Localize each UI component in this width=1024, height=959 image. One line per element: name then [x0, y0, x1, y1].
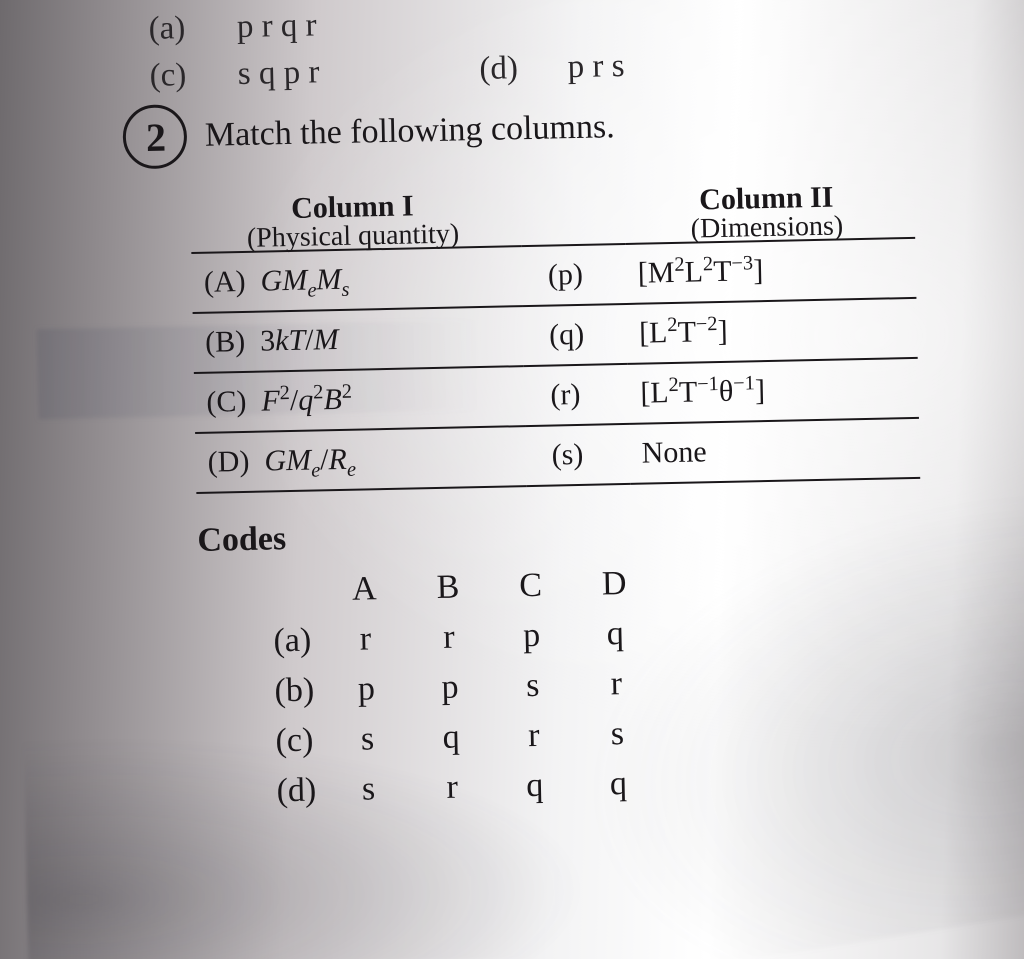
prev-options-row: (c) s q p r (d) p r s — [149, 40, 1006, 95]
question-row: 2 Match the following columns. — [122, 87, 1007, 169]
question-number-circle: 2 — [122, 104, 187, 169]
dimension-cell: [M2L2T−3] — [625, 238, 916, 304]
codes-option-value: q — [409, 712, 493, 764]
codes-option-label: (c) — [245, 715, 326, 767]
prev-opt-c-lead: (c) — [149, 56, 230, 95]
prev-option-c: (c) s q p r — [149, 54, 320, 95]
physical-quantity-cell: (D) GMe/Re — [195, 426, 526, 493]
codes-option-label: (d) — [246, 765, 327, 817]
codes-header: C — [489, 560, 573, 612]
dimension-cell: [L2T−1θ−1] — [628, 358, 919, 424]
codes-option-value: r — [574, 658, 660, 710]
codes-grid: ABCD (a)rrpq(b)ppsr(c)sqrs(d)srqq — [242, 551, 1021, 817]
physical-quantity-cell: (B) 3kT/M — [193, 306, 524, 373]
physical-quantity-cell: (A) GMeMs — [191, 246, 522, 313]
codes-option-row: (a)rrpq — [243, 608, 658, 667]
prev-opt-d-lead: (d) — [479, 49, 560, 88]
codes-header-row: ABCD — [242, 558, 657, 617]
codes-option-label: (b) — [244, 665, 325, 717]
prev-opt-d-letters: p r s — [567, 48, 625, 85]
physical-quantity-cell: (C) F2/q2B2 — [194, 366, 525, 433]
prev-opt-c-letters: s q p r — [237, 54, 319, 92]
dimension-label-cell: (r) — [524, 364, 629, 426]
codes-header: D — [571, 558, 657, 610]
col2-spacer — [520, 173, 625, 233]
match-tbody: (A) GMeMs(p)[M2L2T−3] (B) 3kT/M(q)[L2T−2]… — [191, 238, 920, 493]
codes-option-row: (b)ppsr — [244, 658, 659, 717]
codes-header: A — [322, 564, 408, 616]
codes-option-value: p — [408, 662, 492, 714]
question-stem: Match the following columns. — [204, 108, 615, 155]
codes-option-row: (d)srqq — [246, 758, 661, 817]
dimension-label-cell: (p) — [521, 244, 626, 306]
dimension-cell: [L2T−2] — [627, 298, 918, 364]
codes-option-value: q — [572, 608, 658, 660]
codes-option-value: r — [407, 612, 491, 664]
codes-option-value: q — [576, 758, 662, 810]
page-content: (a) p r q r (c) s q p r (d) p r s 2 Matc… — [120, 0, 1021, 819]
codes-option-value: s — [326, 764, 412, 816]
codes-header-blank — [242, 565, 323, 617]
codes-option-value: r — [410, 762, 494, 814]
codes-option-value: r — [492, 710, 576, 762]
dimension-label-cell: (s) — [525, 424, 630, 486]
codes-option-value: q — [493, 760, 577, 812]
codes-option-row: (c)sqrs — [245, 708, 660, 767]
codes-label: Codes — [197, 505, 1016, 560]
question-number: 2 — [145, 113, 164, 160]
codes-option-value: s — [325, 714, 411, 766]
codes-option-value: r — [323, 614, 409, 666]
codes-option-value: p — [324, 664, 410, 716]
dimension-cell: None — [629, 418, 920, 484]
codes-option-value: s — [575, 708, 661, 760]
match-table: Column I Column II (Physical quantity) (… — [190, 167, 920, 494]
codes-option-value: s — [491, 660, 575, 712]
codes-option-label: (a) — [243, 615, 324, 667]
dimension-label-cell: (q) — [523, 304, 628, 366]
prev-option-d: (d) p r s — [479, 48, 625, 88]
prev-opt-a-lead: (a) — [148, 9, 229, 48]
codes-option-value: p — [490, 610, 574, 662]
prev-option-a: (a) p r q r — [148, 7, 317, 48]
prev-options-row-top: (a) p r q r — [148, 0, 1005, 48]
codes-header: B — [406, 562, 490, 614]
prev-opt-a-letters: p r q r — [236, 7, 316, 45]
codes-body: (a)rrpq(b)ppsr(c)sqrs(d)srqq — [243, 608, 661, 817]
